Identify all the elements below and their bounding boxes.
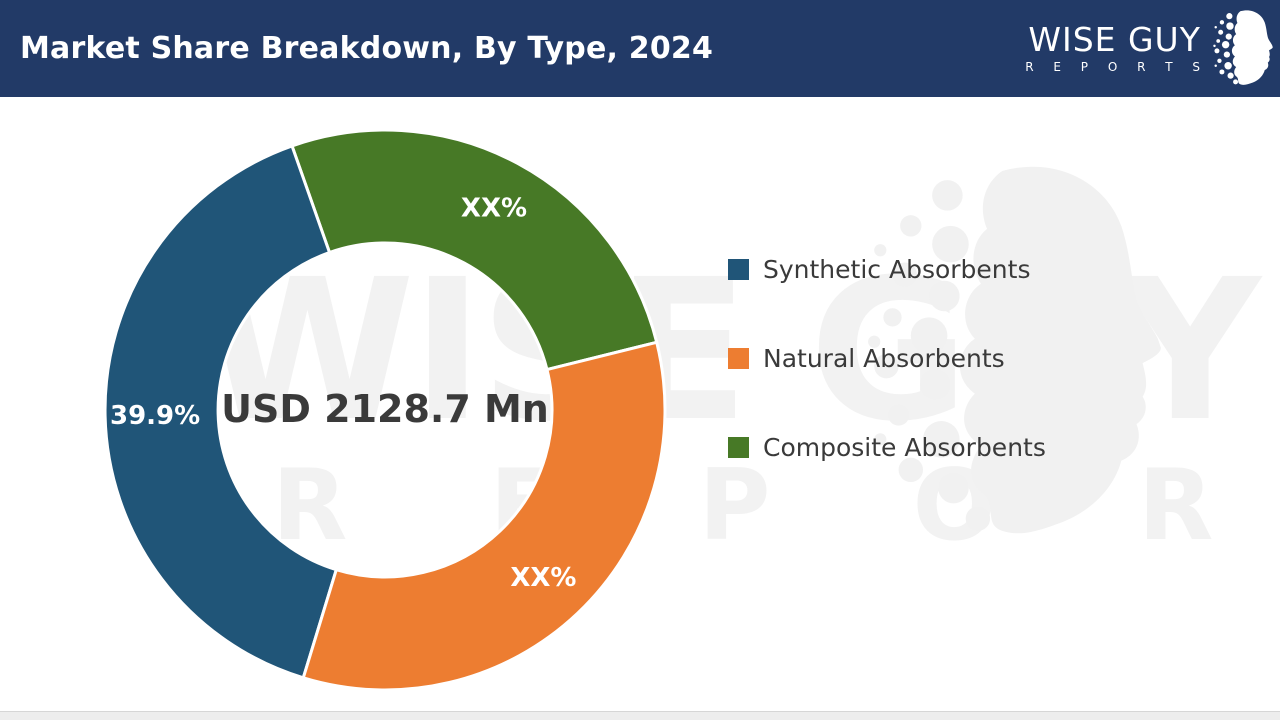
slice-value-label-synthetic-absorbents: 39.9% <box>110 401 200 431</box>
header-bar: Market Share Breakdown, By Type, 2024 WI… <box>0 0 1280 97</box>
logo-face-icon <box>1212 6 1274 92</box>
chart-legend: Synthetic Absorbents Natural Absorbents Co… <box>728 255 1046 522</box>
slice-value-label-composite-absorbents: XX% <box>461 194 527 224</box>
legend-swatch-1 <box>728 347 749 369</box>
legend-swatch-0 <box>728 258 749 280</box>
legend-item-2: Composite Absorbents <box>728 433 1046 461</box>
legend-item-0: Synthetic Absorbents <box>728 255 1046 283</box>
logo-wordmark: WISE GUY <box>1028 20 1201 60</box>
page-title: Market Share Breakdown, By Type, 2024 <box>20 31 714 66</box>
chart-area: WISE GUY R E P O R T S XX%39.9%XX% USD 2… <box>0 97 1280 711</box>
pie-slice-natural-absorbents <box>301 340 667 692</box>
donut-center-value: USD 2128.7 Mn <box>221 387 549 431</box>
slice-value-label-natural-absorbents: XX% <box>510 563 576 593</box>
pie-slice-composite-absorbents <box>290 128 659 372</box>
donut-chart: XX% 39.9% XX% <box>103 128 667 692</box>
legend-swatch-2 <box>728 436 749 458</box>
pie-slice-synthetic-absorbents <box>103 144 338 680</box>
legend-label-0: Synthetic Absorbents <box>763 254 1031 284</box>
footer-strip <box>0 711 1280 720</box>
legend-item-1: Natural Absorbents <box>728 344 1046 372</box>
logo-text: WISE GUY R E P O R T S <box>1021 23 1208 74</box>
wise-guy-reports-logo: WISE GUY R E P O R T S <box>1021 6 1274 92</box>
legend-label-1: Natural Absorbents <box>763 343 1005 373</box>
logo-subtitle: R E P O R T S <box>1025 59 1208 74</box>
legend-label-2: Composite Absorbents <box>763 432 1046 462</box>
